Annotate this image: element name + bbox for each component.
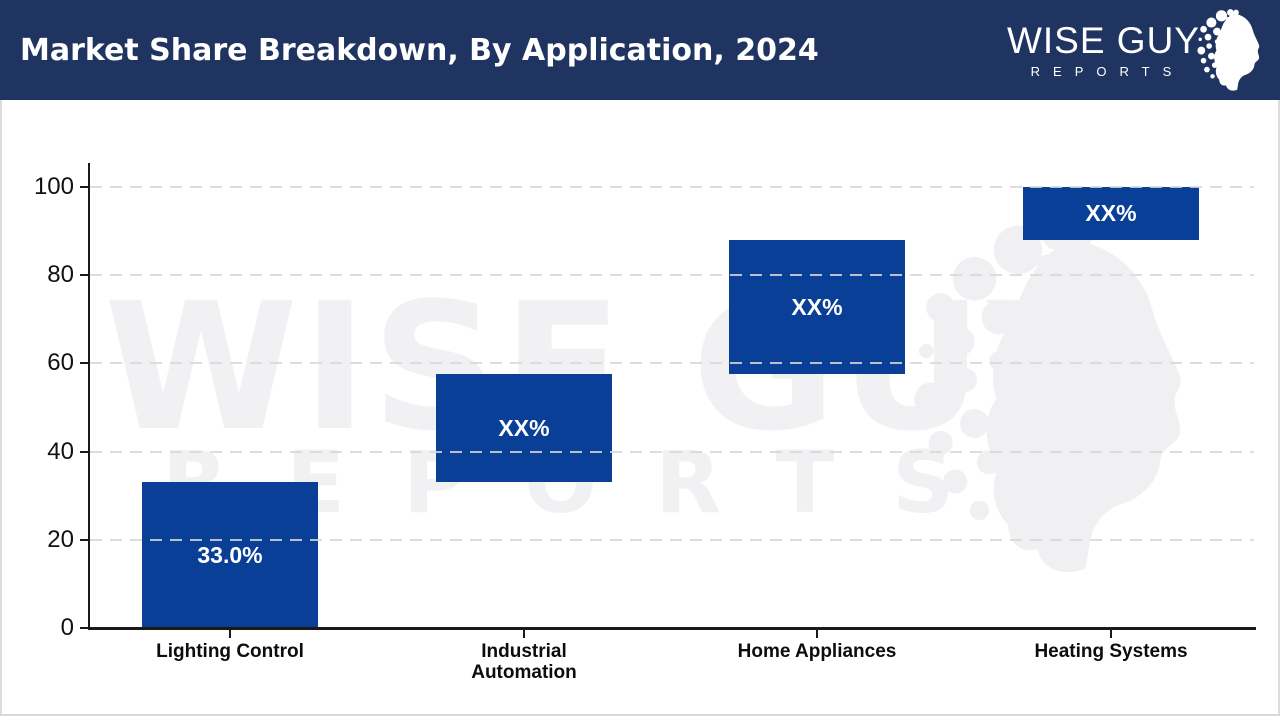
y-tick-label: 100 (33, 173, 74, 200)
bar-1 (436, 374, 612, 483)
y-tick-40 (80, 450, 88, 453)
x-tick-label: Industrial Automation (471, 641, 577, 683)
y-tick-label: 40 (47, 437, 74, 465)
page-right-border (1278, 100, 1280, 716)
brand-logo-text: WISE GUY REPORTS (1007, 22, 1200, 79)
page-left-border (0, 100, 2, 716)
x-tick-3 (1110, 630, 1112, 638)
bar-value-label: 33.0% (197, 542, 263, 569)
bar-value-label: XX% (1085, 200, 1137, 227)
gridline-100 (90, 186, 1254, 188)
y-tick-0 (80, 627, 88, 629)
y-tick-label: 60 (47, 349, 74, 377)
x-tick-1 (523, 630, 525, 638)
bar-3 (1023, 187, 1199, 240)
x-tick-2 (816, 630, 818, 638)
gridline-40 (90, 450, 1254, 453)
bar-0 (142, 482, 318, 628)
brand-subtitle: REPORTS (1030, 63, 1185, 79)
gridline-60 (90, 362, 1254, 365)
brand-name: WISE GUY (1006, 19, 1200, 61)
y-tick-80 (80, 274, 88, 277)
brand-logo: WISE GUY REPORTS (1007, 8, 1270, 92)
x-axis-line (88, 627, 1256, 630)
x-tick-0 (229, 630, 231, 638)
y-axis-line (88, 163, 90, 628)
brand-head-icon (1197, 9, 1260, 91)
gridline-20 (90, 538, 1254, 541)
y-tick-20 (80, 538, 88, 541)
bar-2 (729, 239, 905, 375)
x-tick-label: Lighting Control (156, 641, 304, 662)
y-tick-60 (80, 362, 88, 365)
y-tick-label: 0 (60, 614, 74, 641)
watermark-dotted-head-graphic (914, 220, 1181, 573)
bar-value-label: XX% (498, 415, 550, 442)
gridline-80 (90, 274, 1254, 277)
y-tick-100 (80, 186, 88, 188)
bar-value-label: XX% (791, 294, 843, 321)
page-title: Market Share Breakdown, By Application, … (20, 32, 819, 68)
page-bottom-border (0, 714, 1280, 716)
y-tick-label: 20 (47, 525, 74, 553)
y-tick-label: 80 (47, 261, 74, 289)
x-tick-label: Home Appliances (737, 641, 897, 662)
x-tick-label: Heating Systems (1034, 641, 1188, 662)
header-bar: Market Share Breakdown, By Application, … (0, 0, 1280, 100)
